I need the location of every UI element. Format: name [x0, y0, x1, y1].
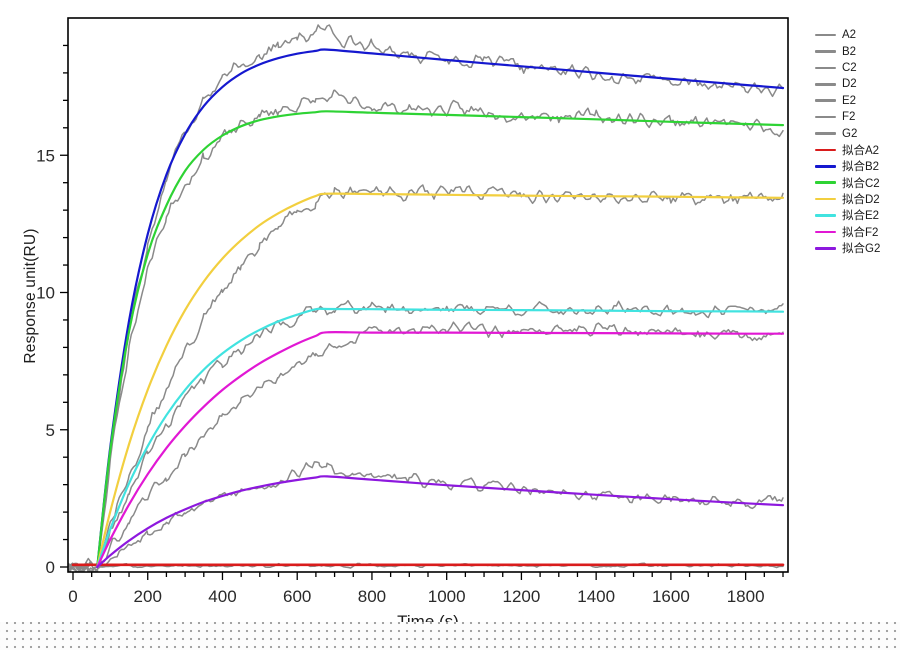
y-tick-label: 5 [46, 421, 55, 440]
x-axis-title: Time (s) [397, 612, 459, 622]
fit-curve-拟合B2 [96, 48, 785, 569]
legend: A2 B2 C2 D2 E2 F2 G2 拟合A2 拟合B2 拟合C2 拟合D2 拟合E2 拟合F2 拟合… [815, 27, 880, 256]
legend-item-C2: C2 [815, 60, 880, 76]
legend-item-G2: G2 [815, 125, 880, 141]
fit-curve-拟合D2 [96, 192, 785, 569]
legend-swatch [815, 181, 836, 184]
legend-item-拟合B2: 拟合B2 [815, 158, 880, 174]
x-tick-label: 0 [68, 587, 77, 606]
legend-label: 拟合B2 [842, 161, 880, 174]
x-tick-label: 1600 [652, 587, 690, 606]
x-tick-label: 200 [134, 587, 162, 606]
legend-item-拟合G2: 拟合G2 [815, 240, 880, 256]
legend-swatch [815, 115, 836, 119]
observed-trace-B2 [68, 24, 784, 572]
legend-swatch [815, 83, 836, 86]
x-tick-label: 1400 [577, 587, 615, 606]
x-tick-label: 600 [283, 587, 311, 606]
legend-label: F2 [842, 111, 856, 124]
legend-label: D2 [842, 78, 857, 91]
legend-swatch [815, 214, 836, 217]
series-group [68, 24, 785, 572]
legend-item-拟合A2: 拟合A2 [815, 142, 880, 158]
legend-label: 拟合C2 [842, 177, 880, 190]
legend-label: 拟合D2 [842, 194, 880, 207]
legend-item-B2: B2 [815, 43, 880, 59]
legend-swatch [815, 246, 836, 250]
fit-curve-拟合E2 [96, 307, 785, 569]
legend-swatch [815, 197, 836, 201]
x-tick-label: 1200 [503, 587, 541, 606]
y-axis-title: Response unit(RU) [22, 228, 39, 364]
legend-swatch [815, 132, 836, 135]
legend-label: C2 [842, 61, 857, 74]
fit-curve-拟合C2 [96, 110, 785, 569]
y-tick-label: 10 [36, 284, 55, 303]
y-tick-label: 15 [36, 146, 55, 165]
legend-item-拟合F2: 拟合F2 [815, 224, 880, 240]
plot-area: 0 200 400 600 800 1000 1200 1400 1600 1800 0 5 10 15 [36, 17, 789, 606]
legend-item-D2: D2 [815, 76, 880, 92]
observed-trace-E2 [68, 299, 784, 572]
legend-swatch [815, 230, 836, 234]
fit-curve-拟合G2 [96, 475, 785, 569]
legend-swatch [815, 148, 836, 152]
x-tick-label: 800 [358, 587, 386, 606]
legend-item-拟合E2: 拟合E2 [815, 207, 880, 223]
y-tick-label: 0 [46, 558, 55, 577]
x-tick-label: 400 [208, 587, 236, 606]
x-tick-label: 1800 [727, 587, 765, 606]
legend-label: E2 [842, 94, 857, 107]
axis-ticks: 0 200 400 600 800 1000 1200 1400 1600 1800 0 5 10 15 [36, 44, 784, 606]
legend-swatch [815, 165, 836, 168]
legend-label: G2 [842, 127, 858, 140]
legend-swatch [815, 99, 836, 103]
observed-trace-F2 [68, 321, 784, 572]
legend-label: 拟合G2 [842, 243, 881, 256]
legend-item-拟合C2: 拟合C2 [815, 175, 880, 191]
legend-item-E2: E2 [815, 93, 880, 109]
legend-item-A2: A2 [815, 27, 880, 43]
legend-label: 拟合F2 [842, 226, 879, 239]
x-tick-label: 1000 [428, 587, 466, 606]
legend-label: B2 [842, 45, 857, 58]
legend-label: A2 [842, 29, 857, 42]
plot-frame [67, 17, 789, 573]
legend-swatch [815, 33, 836, 37]
observed-trace-C2 [68, 89, 784, 572]
legend-item-F2: F2 [815, 109, 880, 125]
legend-swatch [815, 66, 836, 70]
observed-trace-D2 [68, 184, 784, 572]
observed-trace-G2 [68, 461, 784, 572]
legend-label: 拟合E2 [842, 210, 880, 223]
sensorgram-chart: 0 200 400 600 800 1000 1200 1400 1600 1800 0 5 10 15 … [22, 17, 881, 622]
fit-curve-拟合F2 [96, 331, 785, 569]
legend-item-拟合D2: 拟合D2 [815, 191, 880, 207]
legend-swatch [815, 50, 836, 53]
legend-label: 拟合A2 [842, 144, 880, 157]
